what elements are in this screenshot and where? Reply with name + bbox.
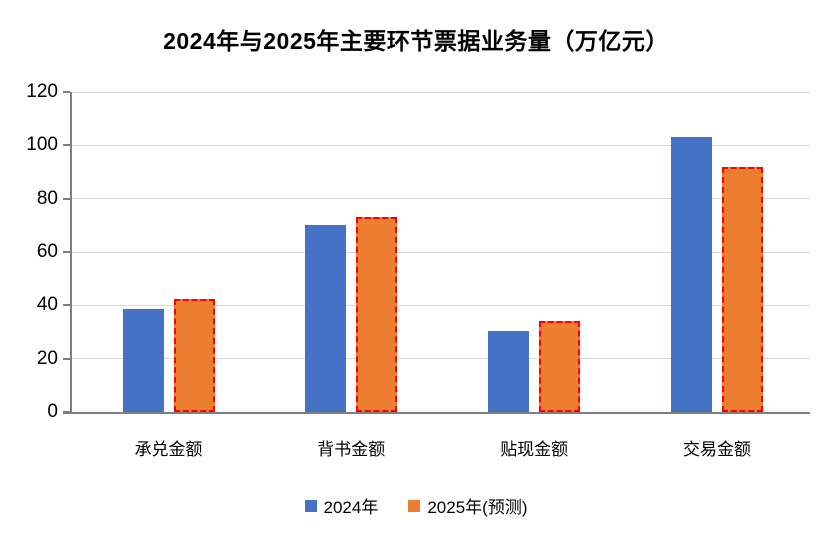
y-axis-label-40: 40 <box>36 294 58 316</box>
x-axis-label-2: 背书金额 <box>317 440 386 459</box>
gridline-120 <box>72 91 810 93</box>
y-axis-line <box>70 92 72 412</box>
y-axis-label-120: 120 <box>26 81 58 102</box>
bar-series2-cat1 <box>173 298 215 412</box>
gridline-60 <box>72 251 810 253</box>
y-tick-120 <box>63 91 70 93</box>
y-tick-20 <box>63 357 70 360</box>
y-tick-80 <box>63 197 70 200</box>
gridline-80 <box>72 198 810 200</box>
y-axis-label-0: 0 <box>47 401 58 422</box>
gridline-20 <box>72 358 810 360</box>
x-axis-label-1: 承兑金额 <box>134 440 203 459</box>
legend-label-1: 2024年 <box>323 498 379 517</box>
gridline-40 <box>72 304 810 306</box>
chart-title: 2024年与2025年主要环节票据业务量（万亿元） <box>163 28 669 54</box>
legend: 2024年 2025年(预测) <box>0 493 832 518</box>
x-axis-line <box>63 412 810 414</box>
bar-series2-cat2 <box>356 217 398 412</box>
legend-label-2: 2025年(预测) <box>427 498 528 517</box>
y-axis-label-20: 20 <box>36 347 58 369</box>
legend-swatch-1 <box>304 499 317 512</box>
x-axis-label-4: 交易金额 <box>683 440 751 459</box>
legend-swatch-2 <box>408 499 421 512</box>
y-axis-label-80: 80 <box>36 187 58 209</box>
x-axis-label-3: 贴现金额 <box>500 440 569 459</box>
plot-area <box>63 91 810 414</box>
y-tick-60 <box>63 251 70 253</box>
gridline-100 <box>72 144 810 146</box>
bar-series1-cat2 <box>305 225 347 412</box>
legend-item-1: 2024年 <box>304 493 379 518</box>
y-tick-40 <box>63 304 70 307</box>
bar-series1-cat1 <box>122 309 164 412</box>
bar-series1-cat3 <box>488 330 530 412</box>
legend-item-2: 2025年(预测) <box>408 493 527 518</box>
bar-series2-cat4 <box>722 166 763 412</box>
y-axis-label-60: 60 <box>36 241 58 262</box>
y-axis-label-100: 100 <box>26 134 58 156</box>
bar-series2-cat3 <box>539 321 581 412</box>
bar-series1-cat4 <box>671 137 712 412</box>
y-tick-100 <box>63 144 70 147</box>
